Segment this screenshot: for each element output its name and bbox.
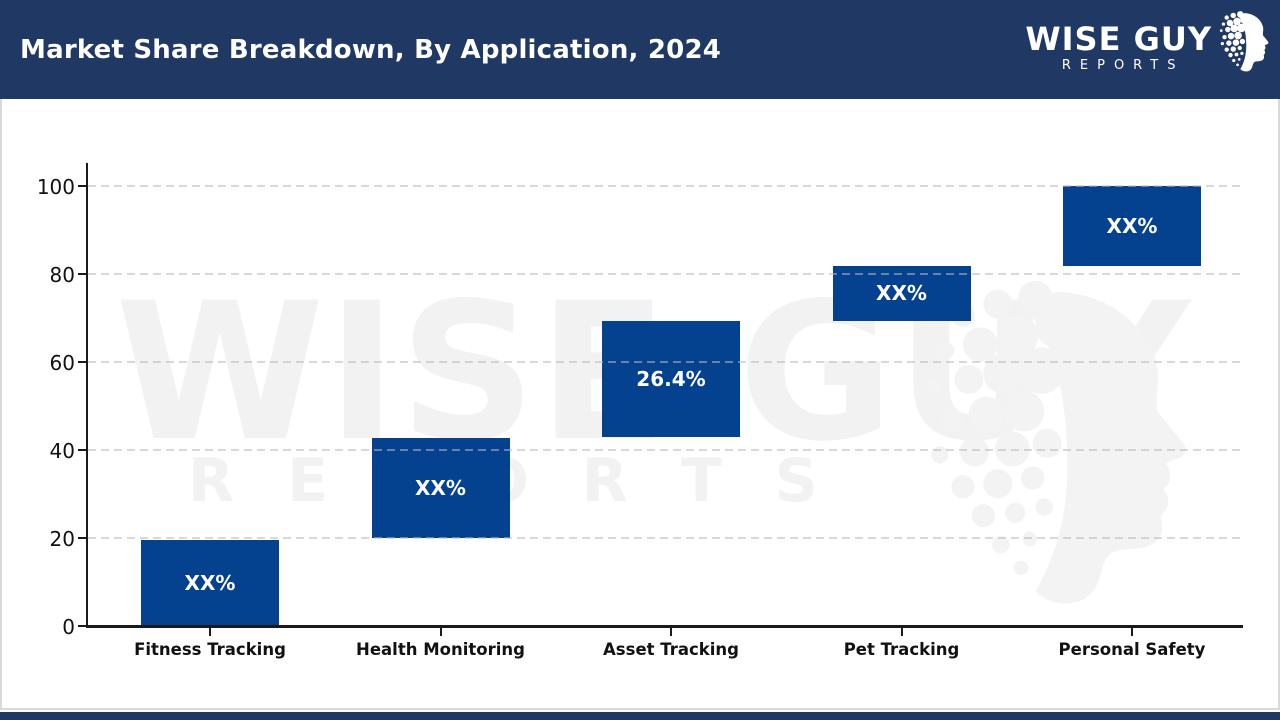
y-axis-tick [78,625,86,627]
x-tick-label: Personal Safety [1058,640,1206,659]
x-axis-tick [900,628,903,636]
y-axis-tick [78,449,86,451]
brand-name: WISE GUY [1025,19,1212,58]
bar-personal-safety: XX% [1063,186,1201,267]
y-tick-label: 80 [49,263,75,287]
x-tick-label: Asset Tracking [603,640,739,659]
y-tick-label: 20 [49,527,75,551]
page-title: Market Share Breakdown, By Application, … [20,34,722,65]
y-tick-label: 0 [62,615,75,639]
bar-asset-tracking: 26.4% [602,320,740,437]
gridline-40 [88,449,1243,451]
x-axis-tick [439,628,442,636]
x-axis-line [86,625,1243,628]
gridline-60 [88,361,1243,363]
bar-value-label: XX% [876,281,927,306]
bar-fitness-tracking: XX% [141,540,279,626]
bar-value-label: XX% [415,476,466,501]
x-tick-label: Pet Tracking [843,640,960,659]
footer-band [0,712,1280,720]
x-axis-tick [209,628,211,636]
bar-pet-tracking: XX% [832,266,971,321]
y-tick-label: 60 [49,351,75,375]
header-band: Market Share Breakdown, By Application, … [0,0,1280,99]
y-tick-label: 40 [49,439,75,463]
bar-value-label: 26.4% [636,366,706,391]
x-tick-label: Fitness Tracking [134,640,286,659]
chart-body-frame [0,99,1280,710]
y-axis-tick [78,537,86,539]
y-axis-line [86,163,88,628]
gridline-100 [88,185,1243,187]
y-axis-tick [78,361,86,363]
y-axis-tick [78,185,86,187]
gridline-80 [88,273,1243,275]
brand-logo: WISE GUY REPORTS [1025,10,1272,86]
x-axis-tick [1131,628,1133,636]
brand-subname: REPORTS [1061,58,1185,74]
bar-value-label: XX% [1106,214,1158,239]
y-axis-tick [78,273,86,275]
y-tick-label: 100 [36,175,75,199]
bar-value-label: XX% [184,571,236,596]
gridline-20 [88,537,1243,539]
bar-health-monitoring: XX% [371,438,510,538]
x-tick-label: Health Monitoring [356,640,525,659]
x-axis-tick [670,628,672,636]
